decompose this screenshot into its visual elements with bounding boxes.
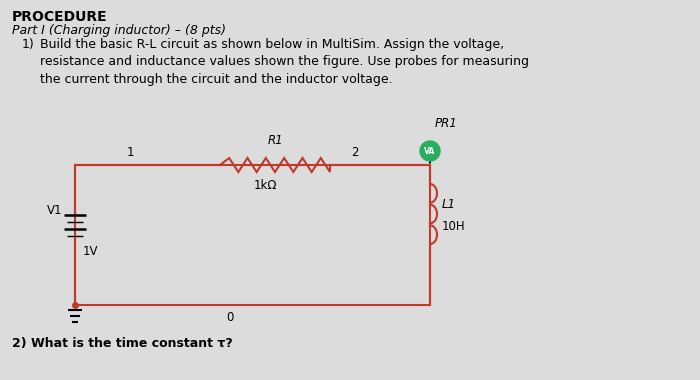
Text: 1): 1)	[22, 38, 35, 51]
Text: PR1: PR1	[435, 117, 458, 130]
Text: 1V: 1V	[83, 245, 99, 258]
Text: 1: 1	[126, 146, 134, 159]
Text: Build the basic R-L circuit as shown below in MultiSim. Assign the voltage,
resi: Build the basic R-L circuit as shown bel…	[40, 38, 529, 86]
Text: PROCEDURE: PROCEDURE	[12, 10, 108, 24]
Text: 1kΩ: 1kΩ	[253, 179, 276, 192]
Text: 0: 0	[226, 311, 234, 324]
Text: L1: L1	[442, 198, 456, 211]
Text: V1: V1	[48, 204, 63, 217]
Text: R1: R1	[267, 134, 283, 147]
Text: 10H: 10H	[442, 220, 466, 233]
Circle shape	[420, 141, 440, 161]
Text: 2: 2	[351, 146, 358, 159]
Text: Part I (Charging inductor) – (8 pts): Part I (Charging inductor) – (8 pts)	[12, 24, 226, 37]
Text: 2) What is the time constant τ?: 2) What is the time constant τ?	[12, 337, 232, 350]
Text: VA: VA	[424, 147, 435, 155]
